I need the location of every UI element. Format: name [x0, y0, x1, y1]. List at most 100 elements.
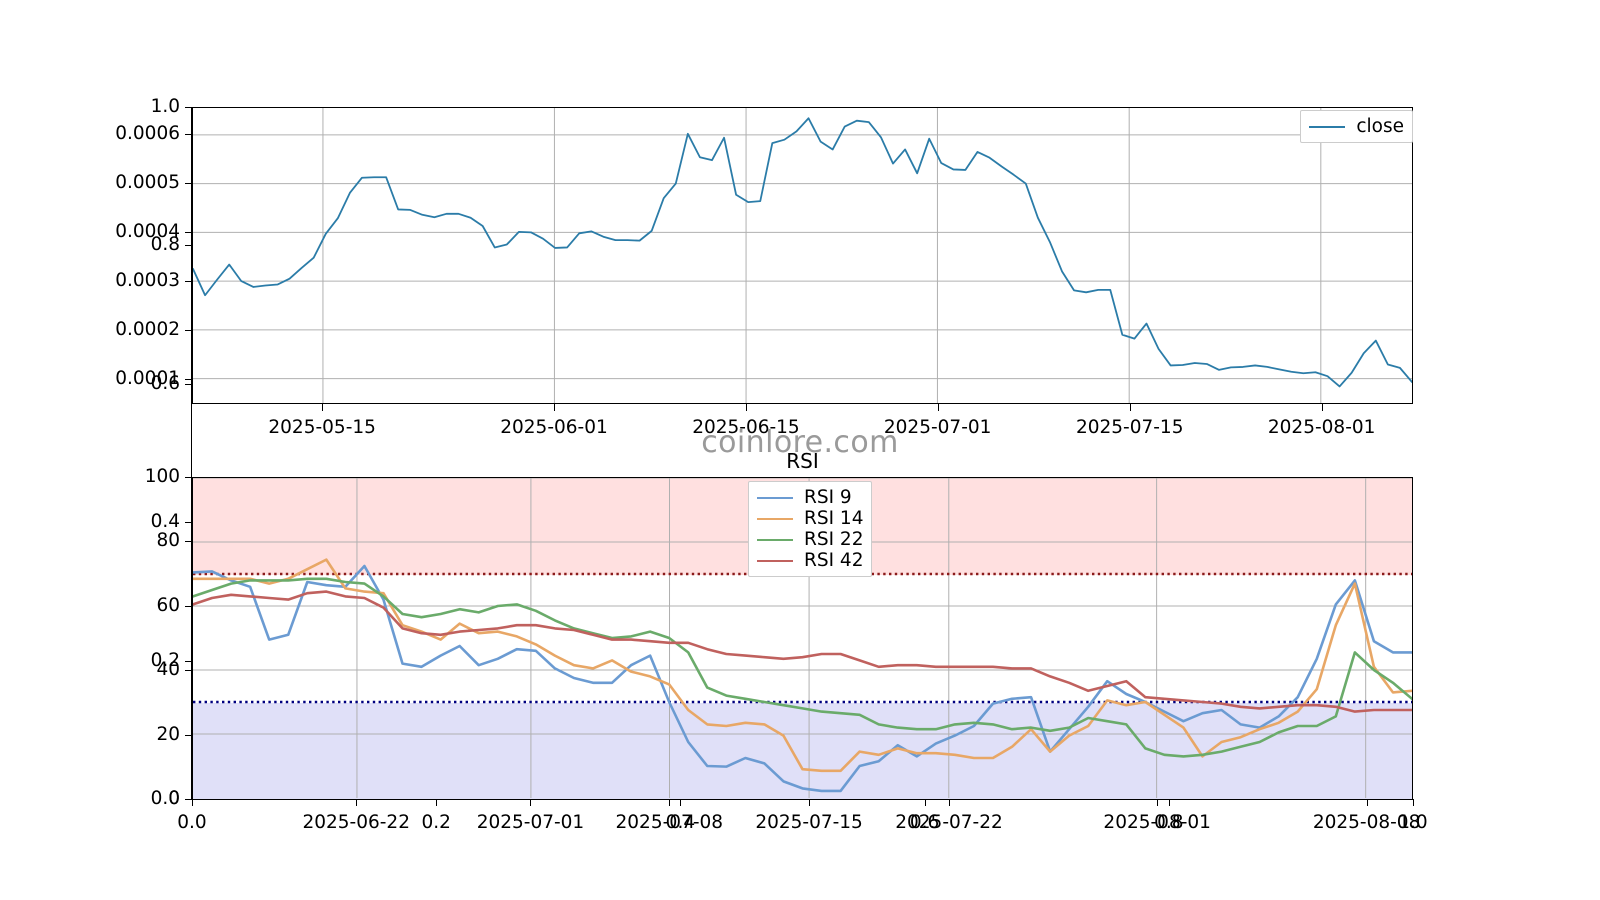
price-x-tick-label: 2025-07-15	[1075, 417, 1184, 438]
rsi-y-tick-label: 100	[144, 466, 180, 487]
rsi-y-tickmark	[185, 670, 192, 672]
overlay-y-tick-label: 0.4	[150, 511, 180, 533]
price-series-group	[193, 118, 1412, 386]
overlay-x-tickmark	[436, 799, 438, 806]
rsi-legend-item-color-swatch	[757, 517, 793, 520]
overlay-x-tick-label: 0.0	[177, 812, 207, 833]
overlay-y-tickmark	[185, 245, 192, 247]
rsi-x-tick-label: 2025-07-15	[755, 812, 863, 833]
overlay-y-tick-label: 0.8	[150, 234, 180, 256]
price-y-tickmark	[185, 379, 192, 381]
overlay-bottom-spine	[192, 799, 1413, 801]
overlay-x-tick-label: 0.4	[665, 812, 696, 833]
price-legend-item-row: close	[1309, 116, 1404, 137]
price-line-close	[193, 118, 1412, 386]
price-chart-plot	[193, 108, 1412, 403]
overlay-y-tickmark	[185, 799, 192, 800]
rsi-y-tick-label: 0	[168, 788, 180, 809]
overlay-x-tickmark	[192, 799, 193, 806]
rsi-x-tick-label: 2025-08-01	[1103, 812, 1211, 833]
rsi-legend-item-color-swatch	[757, 496, 793, 499]
price-legend-item-color-swatch	[1309, 125, 1346, 128]
rsi-legend-item-label: RSI 22	[804, 529, 864, 550]
overlay-y-tick-label: 1.0	[150, 96, 180, 117]
rsi-x-tick-label: 2025-07-01	[476, 812, 585, 833]
rsi-x-tick-label: 2025-06-22	[302, 812, 410, 833]
rsi-legend-item-label: RSI 42	[804, 550, 864, 571]
rsi-y-tickmark	[185, 605, 192, 607]
overlay-y-tick-label: 0.0	[150, 788, 180, 809]
price-y-tickmark	[185, 134, 192, 135]
price-y-tick-label: 0.0001	[115, 368, 180, 390]
rsi-legend-item-color-swatch	[757, 538, 793, 541]
rsi-legend-item-row: RSI 22	[757, 529, 863, 550]
rsi-y-tickmark	[185, 541, 192, 543]
price-y-tick-label: 0.0003	[115, 270, 180, 292]
rsi-y-tickmark	[185, 734, 192, 736]
price-x-tick-label: 2025-05-15	[268, 417, 376, 438]
watermark-text: coinlore.com	[701, 425, 899, 460]
price-x-tickmark	[322, 404, 324, 411]
rsi-y-tick-label: 40	[156, 659, 180, 681]
rsi-y-tick-label: 20	[156, 723, 180, 745]
overlay-x-tick-label: 0.2	[421, 812, 451, 833]
price-y-tickmark	[185, 232, 192, 234]
price-x-tick-label: 2025-06-15	[692, 417, 800, 438]
price-x-tick-label: 2025-08-01	[1267, 417, 1376, 438]
price-y-tickmark	[185, 183, 192, 185]
price-y-tick-label: 0.0005	[115, 172, 180, 194]
overlay-x-tickmark	[680, 799, 682, 806]
overlay-y-tickmark	[185, 660, 192, 662]
price-y-tick-label: 0.0006	[115, 123, 180, 144]
price-x-tickmark	[745, 404, 747, 411]
overlay-x-tick-label: 1.0	[1398, 812, 1428, 833]
rsi-x-tickmark	[949, 799, 951, 806]
price-y-tickmark	[185, 281, 192, 283]
price-x-tickmark	[1129, 404, 1131, 411]
rsi-line-rsi-22	[193, 579, 1412, 757]
overlay-y-tickmark	[185, 383, 192, 385]
rsi-x-tickmark	[1157, 799, 1159, 806]
rsi-line-rsi-9	[193, 566, 1412, 791]
rsi-series-group	[193, 560, 1412, 791]
price-x-tickmark	[1321, 404, 1323, 411]
overlay-x-tick-label: 0.8	[1154, 812, 1184, 833]
rsi-y-tickmark	[185, 477, 192, 478]
overlay-y-tick-label: 0.2	[150, 649, 180, 671]
price-chart-legend: close	[1300, 110, 1413, 143]
overlay-y-tickmark	[185, 107, 192, 108]
price-gridlines	[193, 108, 1412, 403]
overlay-x-tickmark	[1168, 799, 1170, 806]
price-chart-panel	[192, 107, 1413, 404]
rsi-x-tick-label: 2025-08-08	[1312, 812, 1421, 833]
overlay-x-tickmark	[1413, 799, 1414, 806]
rsi-x-tickmark	[356, 799, 358, 806]
rsi-legend-item-row: RSI 14	[757, 508, 863, 529]
overlay-x-tick-label: 0.6	[909, 812, 940, 833]
price-x-tick-label: 2025-07-01	[883, 417, 992, 438]
overlay-x-tickmark	[924, 799, 926, 806]
rsi-x-tick-label: 2025-07-22	[895, 812, 1003, 833]
overlay-y-tickmark	[185, 522, 192, 524]
rsi-legend-item-row: RSI 9	[757, 487, 863, 508]
price-legend-item-label: close	[1356, 116, 1404, 137]
price-x-tickmark	[554, 404, 556, 411]
rsi-chart-title: RSI	[786, 449, 819, 473]
rsi-line-rsi-14	[193, 560, 1412, 771]
rsi-chart-legend: RSI 9 RSI 14 RSI 22 RSI 42	[748, 481, 873, 577]
rsi-y-tick-label: 60	[156, 594, 180, 616]
rsi-legend-item-label: RSI 9	[804, 487, 852, 508]
rsi-y-tick-label: 80	[156, 530, 180, 552]
price-y-tick-label: 0.0004	[115, 221, 180, 243]
price-x-tick-label: 2025-06-01	[500, 417, 608, 438]
rsi-line-rsi-42	[193, 592, 1412, 712]
overlay-left-spine	[191, 107, 193, 800]
rsi-x-tickmark	[809, 799, 811, 806]
price-y-tick-label: 0.0002	[115, 319, 180, 341]
rsi-legend-item-color-swatch	[757, 559, 793, 562]
rsi-x-tickmark	[669, 799, 671, 806]
rsi-x-tick-label: 2025-07-08	[615, 812, 724, 833]
price-x-tickmark	[937, 404, 939, 411]
rsi-x-tickmark	[530, 799, 532, 806]
